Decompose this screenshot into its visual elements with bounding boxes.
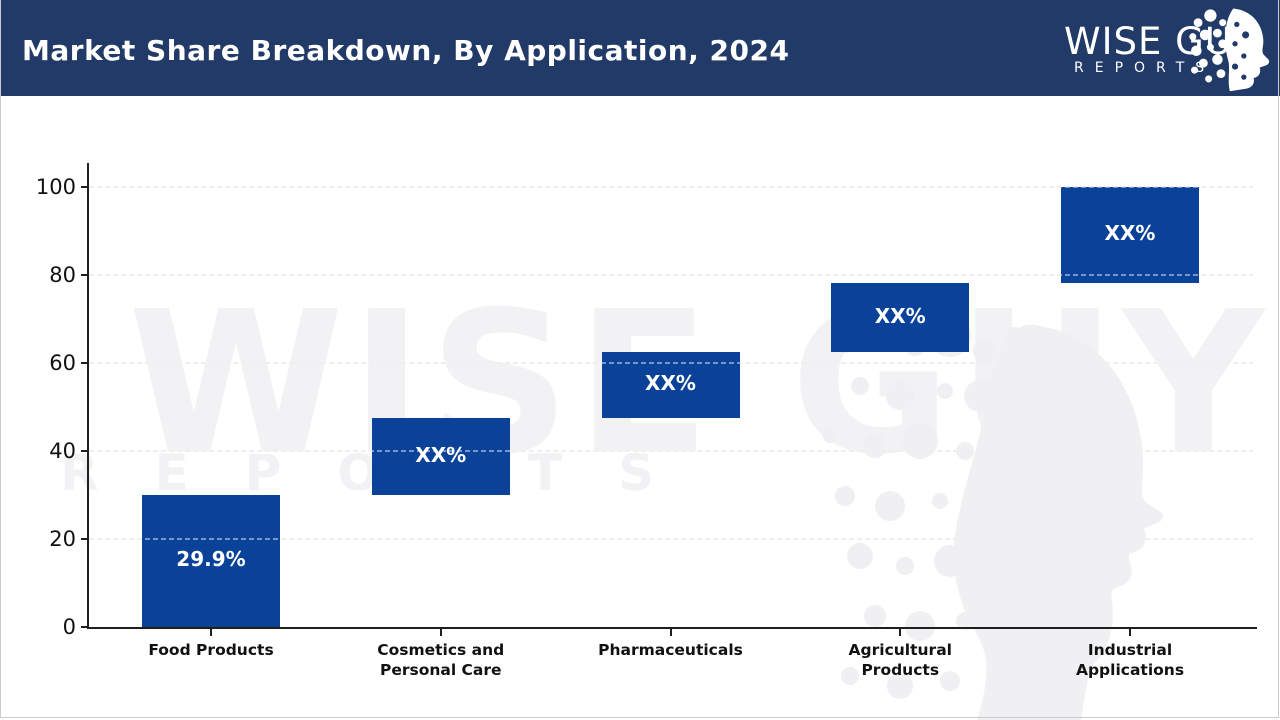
- y-tick-label: 40: [49, 439, 76, 463]
- bar: [142, 495, 280, 627]
- gridline-overlay: [89, 450, 1253, 452]
- gridline: [89, 538, 1253, 540]
- y-tick-label: 80: [49, 263, 76, 287]
- x-axis: [87, 627, 1257, 629]
- bar-value-label: XX%: [415, 442, 467, 467]
- y-tick: [81, 538, 88, 540]
- bar-value-label: XX%: [1104, 221, 1156, 246]
- x-tick: [669, 629, 672, 636]
- gridline: [89, 186, 1253, 188]
- y-tick: [81, 274, 88, 276]
- x-tick: [899, 629, 902, 636]
- category-label-line: Cosmetics and: [377, 641, 505, 659]
- category-label-line: Food Products: [148, 641, 274, 659]
- category-label-line: Agricultural: [848, 641, 952, 659]
- category-label-line: Industrial: [1087, 641, 1173, 659]
- y-tick-label: 0: [62, 615, 76, 639]
- wiseguy-logo: WISE GUY REPORTS: [1022, 0, 1272, 96]
- gridline-overlay: [89, 186, 1253, 188]
- bar: [1061, 187, 1199, 284]
- gridline: [89, 450, 1253, 452]
- category-label: Pharmaceuticals: [556, 640, 786, 660]
- bar: [371, 417, 510, 496]
- category-label: Food Products: [96, 640, 326, 660]
- category-label-line: Pharmaceuticals: [598, 641, 743, 659]
- header-bar: Market Share Breakdown, By Application, …: [0, 0, 1280, 96]
- watermark-subtext: REPORTS: [60, 448, 710, 498]
- bar-value-label: XX%: [645, 371, 696, 395]
- category-label-line: Products: [861, 661, 940, 679]
- logo-subtext: REPORTS: [1074, 60, 1216, 76]
- gridline-overlay: [89, 274, 1253, 276]
- logo-face-icon: [1189, 8, 1270, 92]
- category-label: Cosmetics and Personal Care: [326, 640, 556, 680]
- gridline-overlay: [89, 538, 1253, 540]
- bar-value-label: 29.9%: [176, 547, 246, 572]
- y-tick: [81, 362, 88, 364]
- gridline-overlay: [89, 362, 1253, 364]
- category-label: Agricultural Products: [785, 640, 1015, 680]
- y-tick-label: 60: [49, 351, 76, 375]
- x-tick: [210, 629, 212, 636]
- bar: [601, 352, 740, 418]
- y-tick-label: 100: [35, 175, 76, 199]
- category-label-line: Personal Care: [379, 661, 502, 679]
- x-tick: [439, 629, 442, 636]
- y-tick-label: 20: [49, 527, 76, 551]
- y-tick: [81, 626, 88, 628]
- bar-value-label: XX%: [874, 303, 926, 328]
- y-axis: [87, 163, 89, 629]
- category-label-line: Applications: [1075, 661, 1185, 679]
- x-tick: [1129, 629, 1131, 636]
- y-tick: [81, 450, 88, 452]
- gridline: [89, 274, 1253, 276]
- bar: [831, 283, 970, 353]
- y-tick: [81, 186, 88, 188]
- category-label: Industrial Applications: [1015, 640, 1245, 680]
- chart-title: Market Share Breakdown, By Application, …: [22, 34, 790, 67]
